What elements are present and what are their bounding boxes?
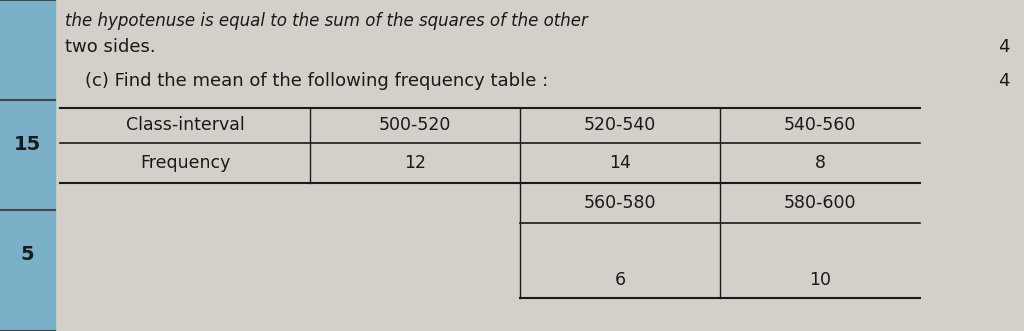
Text: 540-560: 540-560 <box>783 117 856 134</box>
Text: 4: 4 <box>998 38 1010 56</box>
Text: 520-540: 520-540 <box>584 117 656 134</box>
Text: 12: 12 <box>404 154 426 172</box>
Text: the hypotenuse is equal to the sum of the squares of the other: the hypotenuse is equal to the sum of th… <box>65 12 588 30</box>
Text: 6: 6 <box>614 271 626 289</box>
Text: 500-520: 500-520 <box>379 117 452 134</box>
Text: 4: 4 <box>998 72 1010 90</box>
Text: Frequency: Frequency <box>140 154 230 172</box>
Text: 580-600: 580-600 <box>783 194 856 212</box>
Text: Class-interval: Class-interval <box>126 117 245 134</box>
Text: two sides.: two sides. <box>65 38 156 56</box>
Text: (c) Find the mean of the following frequency table :: (c) Find the mean of the following frequ… <box>85 72 548 90</box>
Text: 10: 10 <box>809 271 831 289</box>
Text: 8: 8 <box>814 154 825 172</box>
Text: 14: 14 <box>609 154 631 172</box>
Text: 560-580: 560-580 <box>584 194 656 212</box>
Text: 15: 15 <box>14 135 41 155</box>
Text: 5: 5 <box>20 246 35 264</box>
Bar <box>0 0 55 331</box>
